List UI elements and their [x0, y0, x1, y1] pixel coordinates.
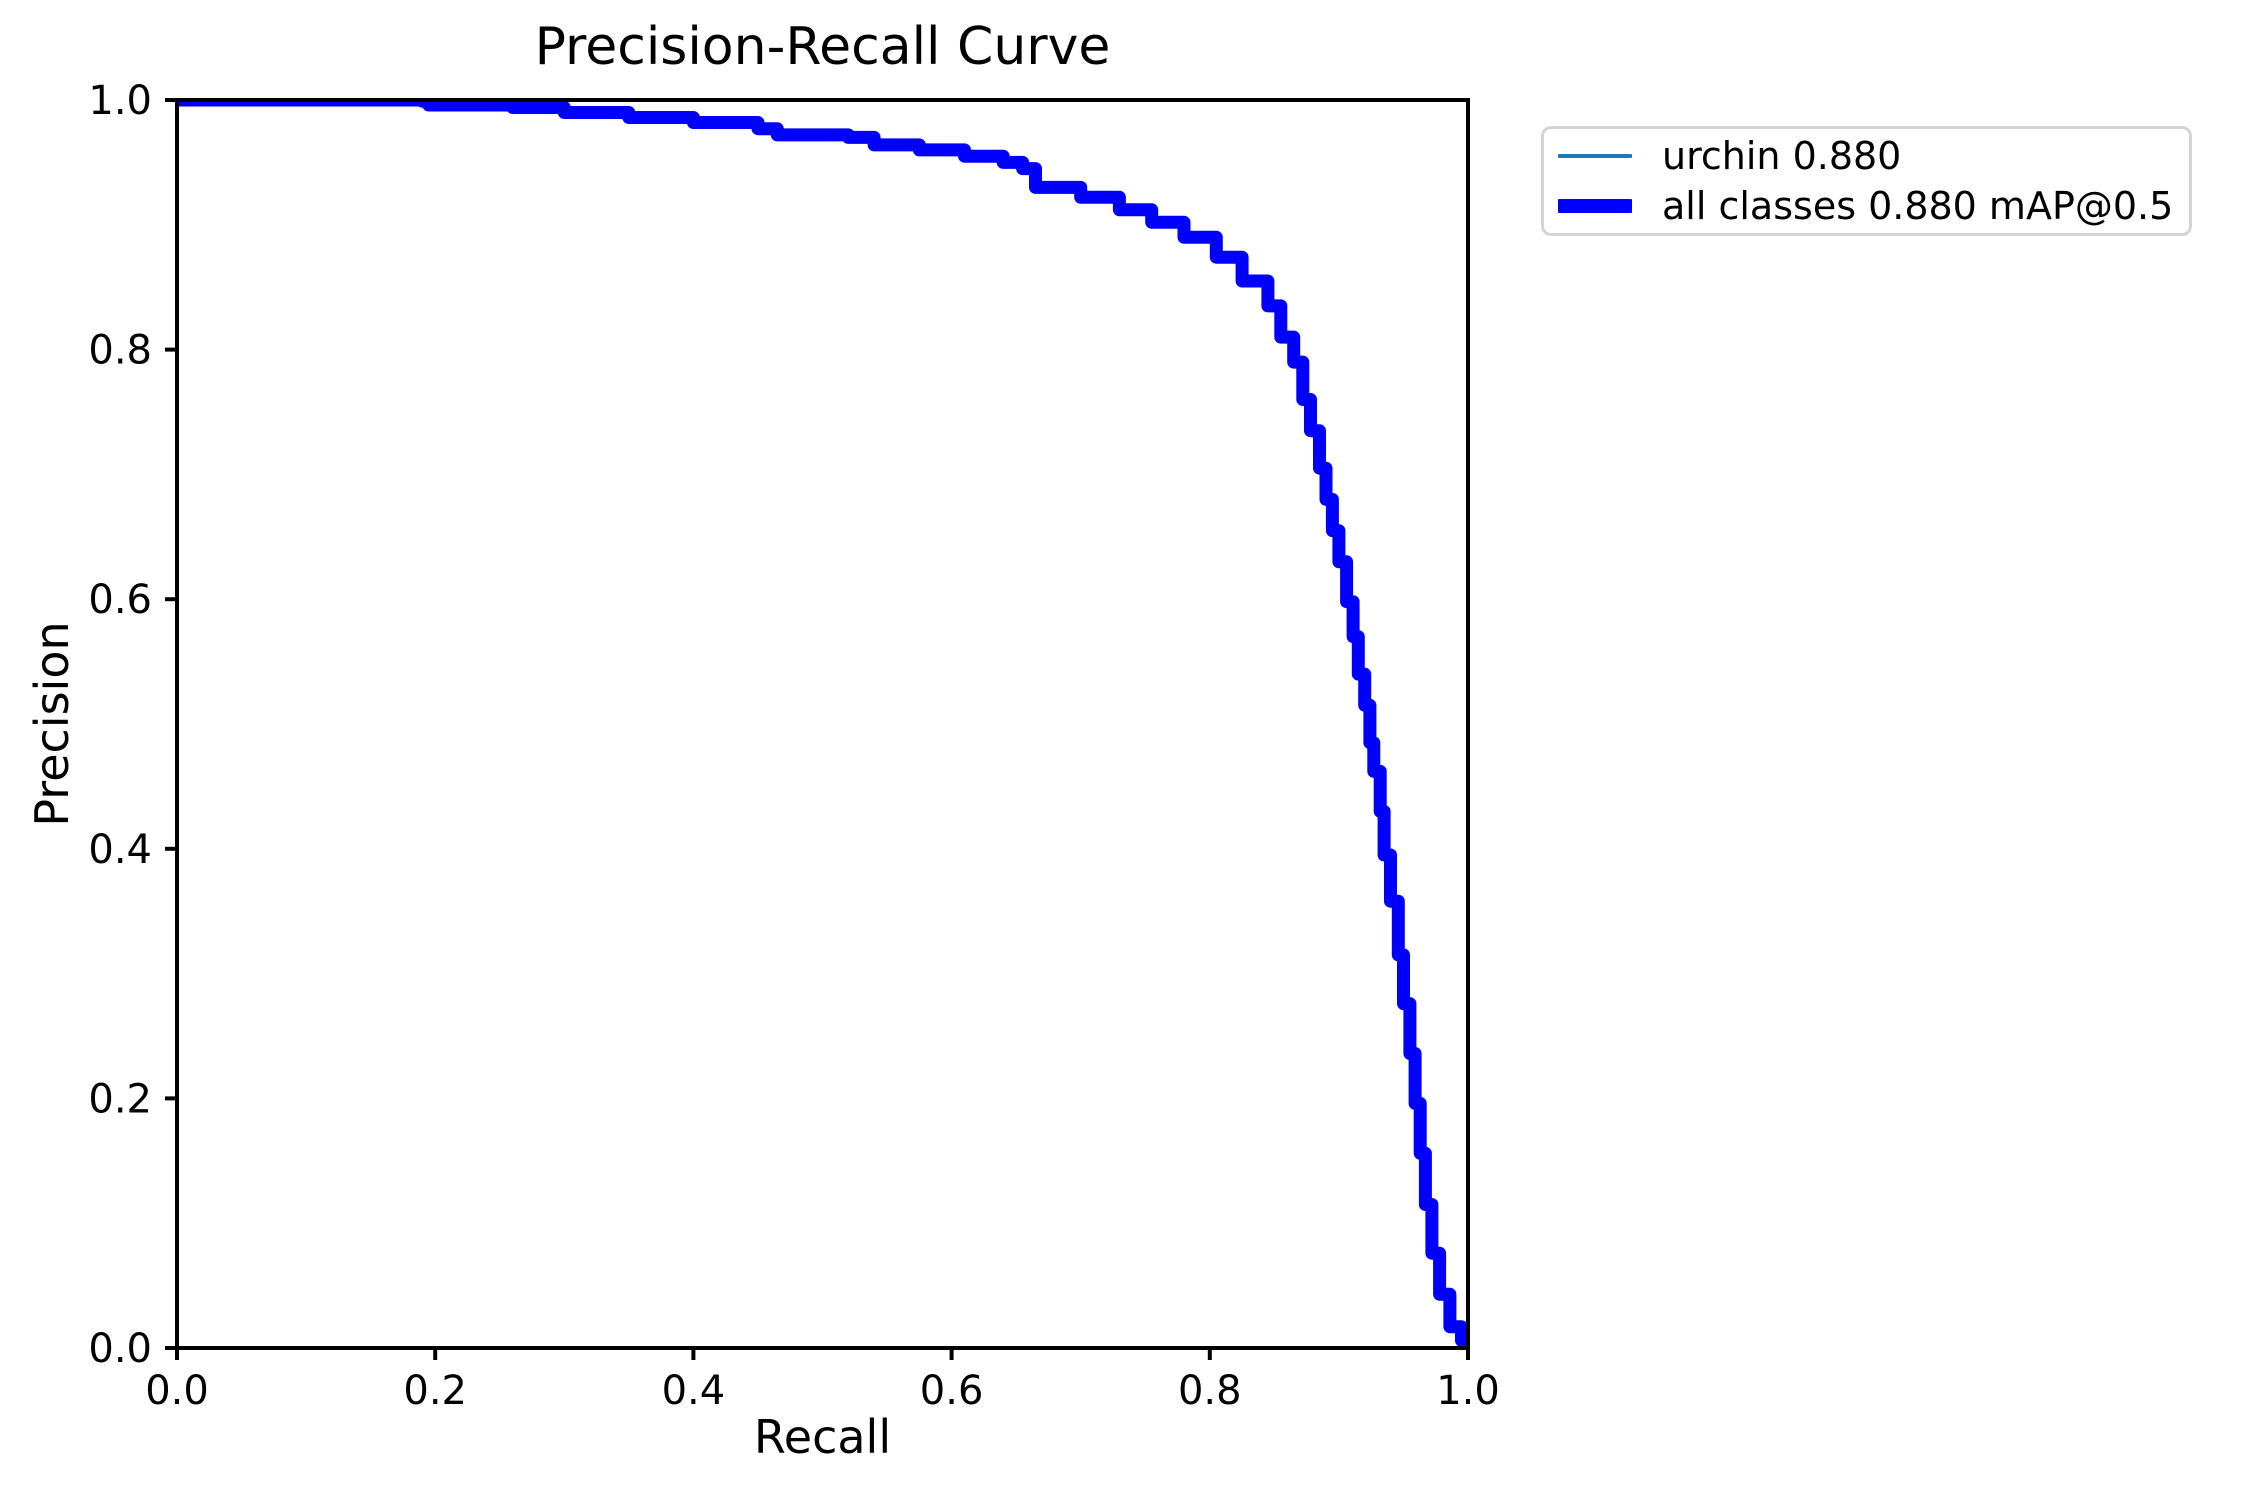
plot-border	[175, 98, 1470, 1350]
x-tick-label: 0.8	[1178, 1368, 1242, 1414]
x-tick-label: 0.0	[145, 1368, 209, 1414]
y-tick-label: 0.2	[88, 1076, 152, 1122]
x-tick-label: 1.0	[1436, 1368, 1500, 1414]
y-tick-label: 0.0	[88, 1326, 152, 1372]
y-tick-label: 1.0	[88, 78, 152, 124]
legend-item-all-classes: all classes 0.880 mAP@0.5	[1558, 185, 2175, 227]
y-tick-label: 0.8	[88, 328, 152, 374]
x-tick-label: 0.2	[403, 1368, 467, 1414]
pr-curve-all-classes	[177, 100, 1468, 1348]
legend: urchin 0.880 all classes 0.880 mAP@0.5	[1541, 126, 2192, 236]
legend-line-all-classes-icon	[1558, 199, 1632, 213]
legend-label-all-classes: all classes 0.880 mAP@0.5	[1662, 184, 2174, 228]
x-tick-label: 0.4	[662, 1368, 726, 1414]
legend-item-urchin: urchin 0.880	[1558, 135, 2175, 177]
legend-line-urchin-icon	[1558, 154, 1632, 158]
x-axis-label: Recall	[753, 1410, 892, 1464]
x-tick-label: 0.6	[920, 1368, 984, 1414]
y-tick-label: 0.4	[88, 827, 152, 873]
legend-label-urchin: urchin 0.880	[1662, 134, 1902, 178]
y-tick-label: 0.6	[88, 577, 152, 623]
y-axis-label: Precision	[25, 621, 79, 827]
chart-title: Precision-Recall Curve	[534, 17, 1111, 77]
